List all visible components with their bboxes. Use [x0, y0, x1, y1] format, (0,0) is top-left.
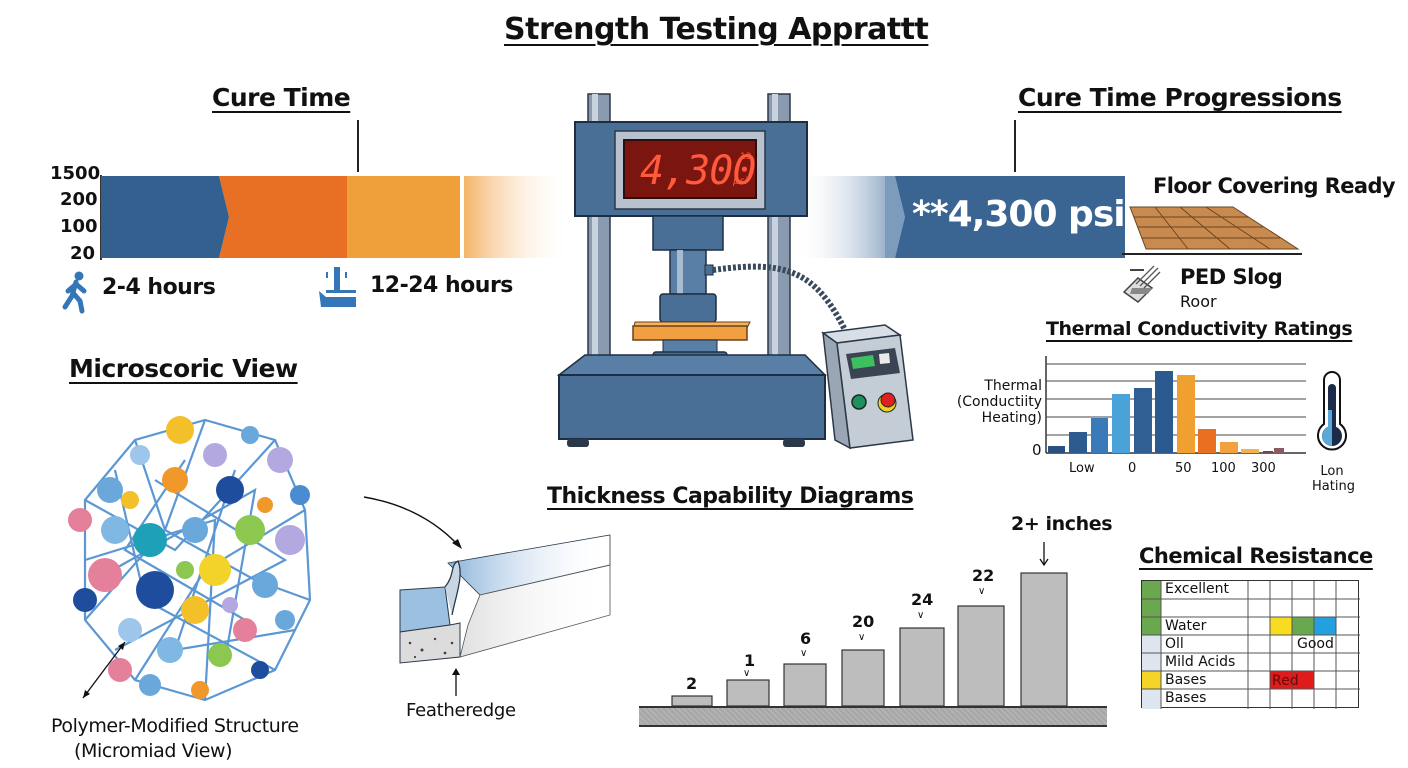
walking-person-icon [62, 271, 87, 314]
good-label: Good [1297, 636, 1334, 652]
chem-row-label: Water [1165, 618, 1207, 634]
display-unit: psi [733, 176, 748, 187]
cure-progressions-heading: Cure Time Progressions [1018, 83, 1342, 112]
down-arrow-icon [1039, 542, 1049, 567]
curved-arrow [363, 496, 462, 549]
thermometer-icon [1317, 371, 1347, 451]
down-arrow-icon: ∨ [978, 586, 986, 597]
progressions-pointer-line [1014, 120, 1016, 172]
microscopic-heading: Microscoric View [69, 354, 298, 383]
featheredge-label: Featheredge [406, 700, 516, 721]
thermal-chart [1045, 356, 1306, 454]
ped-slog-subtitle: Roor [1180, 292, 1217, 311]
display-value: 4,300 [640, 148, 756, 194]
milestone-label: 12-24 hours [370, 273, 513, 298]
down-arrow-icon: ∨ [800, 648, 808, 659]
strength-banner-value: **4,300 psi [912, 194, 1126, 235]
chemical-heading: Chemical Resistance [1139, 544, 1373, 568]
y-tick: 20 [70, 243, 96, 264]
polymer-molecule-illustration [68, 416, 312, 702]
thermal-ylabel: Thermal (Conductiity Heating) [956, 378, 1042, 426]
ped-slog-icon [1122, 265, 1161, 303]
ped-slog-title: PED Slog [1180, 265, 1283, 289]
ground-slab [639, 706, 1107, 727]
cure-time-heading: Cure Time [212, 83, 351, 112]
cure-time-bar [101, 176, 571, 258]
y-tick: 1500 [50, 163, 101, 184]
chemical-resistance-table: Excellent Water Oll Mild Acids Bases Bas… [1141, 580, 1360, 709]
chem-row-label: Bases [1165, 690, 1207, 706]
floor-covering-ready-label: Floor Covering Ready [1153, 174, 1396, 198]
featheredge-illustration [399, 534, 611, 664]
hand-press-icon [319, 267, 356, 307]
down-arrow-icon: ∨ [917, 610, 925, 621]
polymer-caption-line1: Polymer-Modified Structure [51, 715, 299, 737]
chem-row-label: Mild Acids [1165, 654, 1236, 670]
strength-banner-shape [795, 176, 1125, 258]
floor-tile-icon [1129, 206, 1300, 250]
strength-testing-apparatus [556, 93, 914, 450]
chem-row-label: Excellent [1165, 581, 1229, 597]
thermometer-label: Lon Hating [1312, 464, 1355, 494]
chem-row-label: Oll [1165, 636, 1184, 652]
cure-time-pointer-line [357, 120, 359, 172]
thermal-y-zero: 0 [1032, 441, 1042, 459]
polymer-caption-line2: (Micromiad View) [74, 740, 233, 762]
display-superscript: 13 [740, 152, 752, 162]
featheredge-arrow [452, 668, 460, 696]
page-title: Strength Testing Apprattt [504, 12, 929, 47]
chem-row-label: Bases [1165, 672, 1207, 688]
thermal-heading: Thermal Conductivity Ratings [1046, 318, 1353, 340]
down-arrow-icon: ∨ [858, 632, 866, 643]
milestone-label: 2-4 hours [102, 275, 216, 300]
down-arrow-icon: ∨ [743, 668, 751, 679]
thickness-heading: Thickness Capability Diagrams [547, 484, 914, 509]
y-tick: 100 [60, 216, 98, 237]
y-tick: 200 [60, 189, 98, 210]
red-label: Red [1272, 673, 1299, 689]
